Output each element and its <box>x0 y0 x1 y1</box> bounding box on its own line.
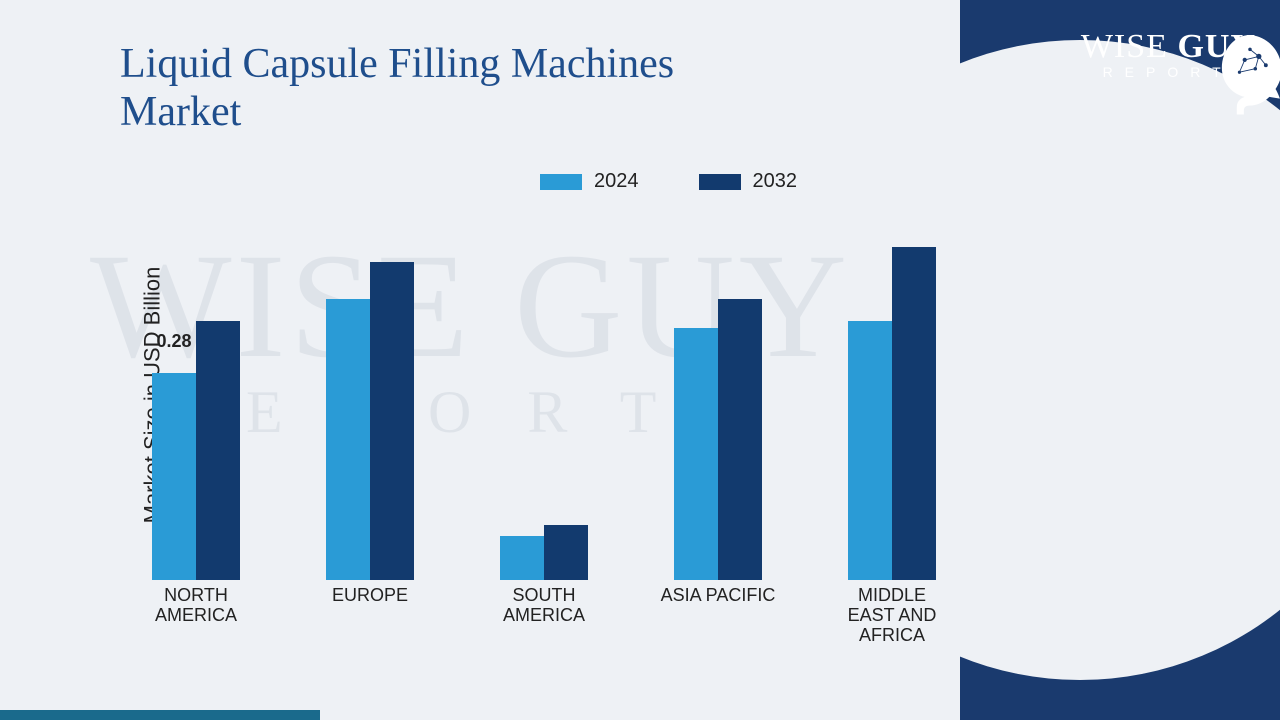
bar-group: MIDDLE EAST AND AFRICA <box>832 247 952 580</box>
bar-2024 <box>152 373 196 580</box>
bar-group: 0.28NORTH AMERICA <box>136 321 256 580</box>
chart: Market Size in USD Billion 0.28NORTH AME… <box>100 210 970 580</box>
plot-area: 0.28NORTH AMERICA EUROPE SOUTH AMERICA ASIA… <box>120 210 970 580</box>
bar-2032 <box>196 321 240 580</box>
legend-item-2024: 2024 <box>540 170 639 193</box>
category-label: ASIA PACIFIC <box>658 586 778 606</box>
brand-head-icon <box>1206 30 1280 118</box>
bar-2024 <box>500 536 544 580</box>
brand-logo: WISE GUY REPORTS <box>1081 28 1256 80</box>
chart-title: Liquid Capsule Filling Machines Market <box>120 40 740 137</box>
bar-group: ASIA PACIFIC <box>658 299 778 580</box>
bar-2032 <box>718 299 762 580</box>
category-label: NORTH AMERICA <box>136 586 256 626</box>
bar-group: SOUTH AMERICA <box>484 525 604 581</box>
brand-thin: WISE <box>1081 28 1168 65</box>
category-label: EUROPE <box>310 586 430 606</box>
bar-2024 <box>674 328 718 580</box>
category-label: SOUTH AMERICA <box>484 586 604 626</box>
data-label: 0.28 <box>156 331 191 352</box>
bottom-accent-bar <box>0 710 320 720</box>
category-label: MIDDLE EAST AND AFRICA <box>832 586 952 645</box>
legend: 2024 2032 <box>540 170 797 193</box>
legend-item-2032: 2032 <box>699 170 798 193</box>
bar-2032 <box>892 247 936 580</box>
legend-swatch-2032 <box>699 174 741 190</box>
legend-label-2032: 2032 <box>753 170 798 193</box>
bar-2032 <box>544 525 588 581</box>
bar-2024 <box>326 299 370 580</box>
bar-2024 <box>848 321 892 580</box>
bar-2032 <box>370 262 414 580</box>
legend-swatch-2024 <box>540 174 582 190</box>
legend-label-2024: 2024 <box>594 170 639 193</box>
bar-group: EUROPE <box>310 262 430 580</box>
